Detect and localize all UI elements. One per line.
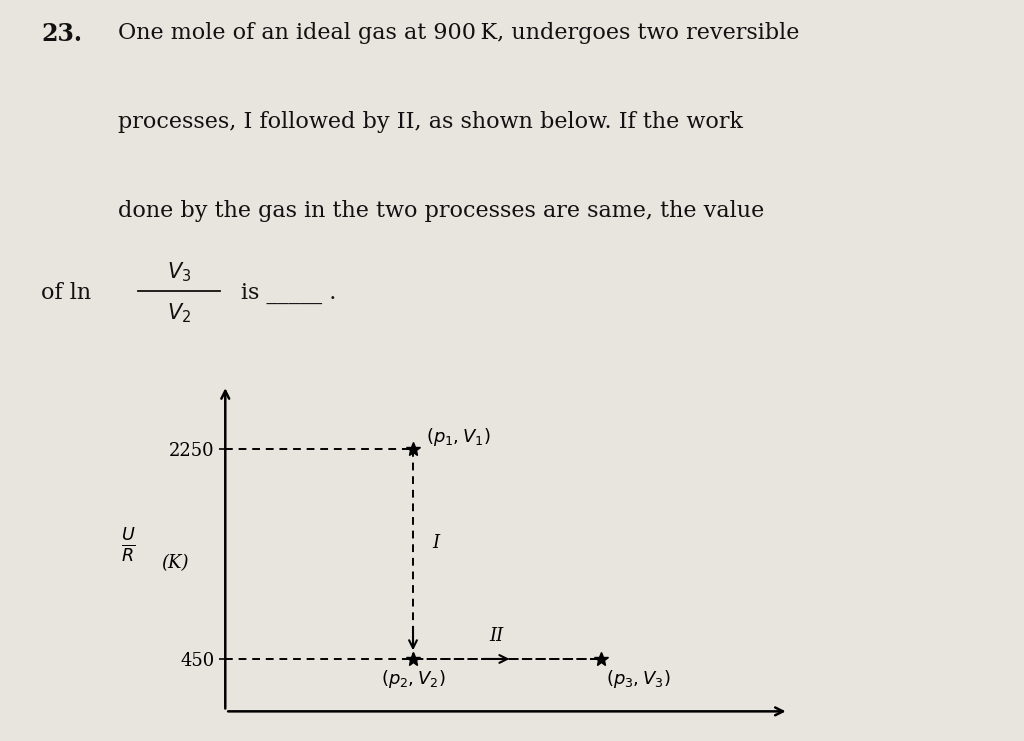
Text: 23.: 23. — [41, 22, 82, 46]
Text: processes, I followed by II, as shown below. If the work: processes, I followed by II, as shown be… — [118, 111, 742, 133]
Text: One mole of an ideal gas at 900 K, undergoes two reversible: One mole of an ideal gas at 900 K, under… — [118, 22, 799, 44]
Text: done by the gas in the two processes are same, the value: done by the gas in the two processes are… — [118, 200, 764, 222]
Text: $(p_3,V_3)$: $(p_3,V_3)$ — [606, 668, 671, 691]
Text: (K): (K) — [161, 554, 188, 573]
Text: of ln: of ln — [41, 282, 91, 304]
Text: $(p_2,V_2)$: $(p_2,V_2)$ — [381, 668, 445, 691]
Text: $(p_1,V_1)$: $(p_1,V_1)$ — [426, 426, 490, 448]
Text: $V_2$: $V_2$ — [167, 302, 191, 325]
Text: $\frac{U}{R}$: $\frac{U}{R}$ — [121, 526, 136, 564]
Text: I: I — [432, 534, 439, 551]
Text: $V_3$: $V_3$ — [167, 261, 191, 284]
Text: II: II — [489, 627, 503, 645]
Text: is _____ .: is _____ . — [241, 282, 336, 304]
